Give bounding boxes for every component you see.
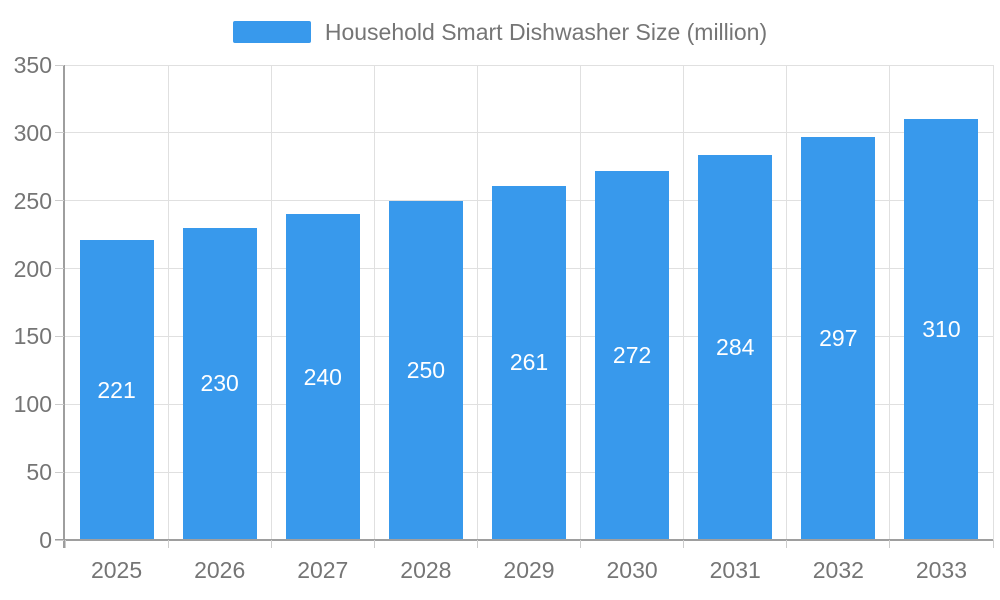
bar-value-label: 261 — [509, 349, 549, 376]
y-axis-tick — [55, 200, 64, 202]
y-axis-tick — [55, 132, 64, 134]
x-grid-line — [786, 65, 788, 540]
x-axis-tick — [476, 540, 478, 548]
bar-value-label: 230 — [200, 370, 239, 397]
x-axis-tick — [992, 540, 994, 548]
x-axis-tick — [64, 540, 66, 548]
x-grid-line — [683, 65, 685, 540]
x-axis-label: 2029 — [503, 557, 555, 583]
x-axis-label: 2028 — [400, 557, 452, 583]
y-axis-label: 50 — [26, 459, 52, 486]
x-grid-line — [270, 65, 272, 540]
y-axis-tick — [55, 539, 64, 541]
bar: 250 — [388, 200, 463, 540]
y-axis-label: 250 — [13, 187, 52, 214]
y-axis-label: 100 — [13, 391, 52, 418]
x-axis-label: 2032 — [812, 557, 864, 583]
x-grid-line — [373, 65, 375, 540]
bar: 261 — [492, 185, 566, 540]
x-grid-line — [580, 65, 582, 540]
x-axis-tick — [580, 540, 582, 548]
x-axis-label: 2027 — [297, 557, 349, 583]
y-axis-label: 350 — [13, 52, 52, 78]
x-grid-line — [992, 65, 994, 540]
bar: 272 — [595, 170, 670, 540]
chart-legend: Household Smart Dishwasher Size (million… — [0, 16, 1000, 48]
y-grid-line — [65, 132, 993, 134]
bar: 230 — [182, 227, 257, 540]
x-axis-line — [55, 539, 993, 541]
bar-value-label: 240 — [303, 363, 342, 390]
y-axis-label: 0 — [39, 527, 52, 553]
y-axis-label: 300 — [13, 119, 52, 146]
y-axis-tick — [55, 403, 64, 405]
y-axis-tick — [55, 335, 64, 337]
legend-swatch — [232, 21, 311, 43]
bar: 297 — [801, 136, 876, 540]
x-grid-line — [476, 65, 478, 540]
y-grid-line — [65, 64, 993, 66]
y-axis-line — [63, 65, 65, 548]
legend-series-label: Household Smart Dishwasher Size (million… — [324, 18, 768, 45]
x-axis-label: 2030 — [606, 557, 658, 583]
y-axis-label: 150 — [13, 323, 52, 350]
bar: 221 — [79, 240, 154, 540]
y-axis-label: 200 — [13, 255, 52, 282]
bar: 284 — [698, 154, 773, 540]
plot-area: 221 230 240 250 261 272 284 297 310 — [65, 64, 994, 540]
x-axis-label: 2033 — [915, 557, 968, 583]
bar: 310 — [904, 119, 979, 540]
x-axis-label: 2026 — [194, 557, 246, 583]
x-axis-tick — [889, 540, 891, 548]
x-grid-line — [167, 65, 169, 540]
y-axis-tick — [55, 471, 64, 473]
bar-value-label: 221 — [97, 376, 136, 403]
bar-value-label: 250 — [406, 356, 446, 383]
x-axis-tick — [270, 540, 272, 548]
y-axis-tick — [55, 268, 64, 270]
x-axis-label: 2031 — [709, 557, 761, 583]
x-grid-line — [889, 65, 891, 540]
x-axis-tick — [786, 540, 788, 548]
x-axis-tick — [683, 540, 685, 548]
bar: 240 — [285, 214, 360, 540]
y-axis-tick — [55, 64, 64, 66]
bar-value-label: 297 — [819, 324, 858, 351]
x-axis-tick — [167, 540, 169, 548]
bar-value-label: 272 — [612, 341, 652, 368]
x-axis-tick — [373, 540, 375, 548]
x-axis-label: 2025 — [90, 557, 143, 583]
bar-value-label: 284 — [716, 333, 755, 360]
bar-value-label: 310 — [922, 316, 961, 343]
